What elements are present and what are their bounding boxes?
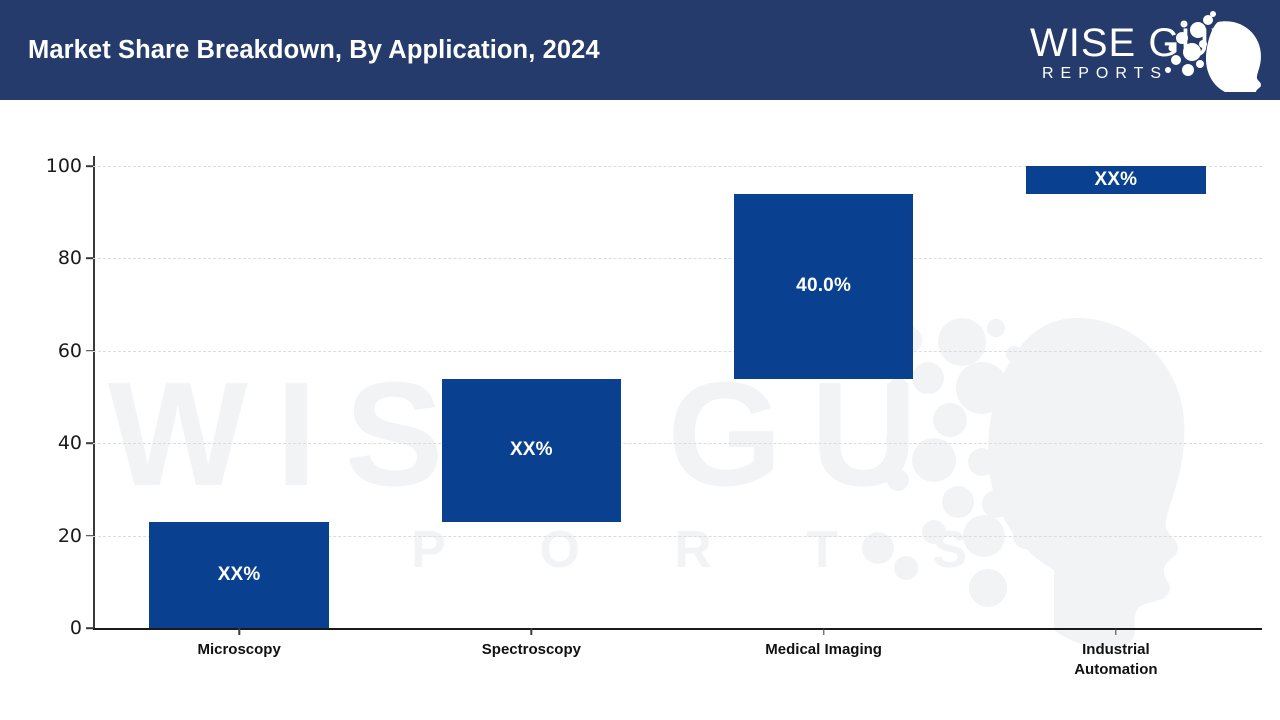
gridline	[93, 350, 1262, 352]
gridline	[93, 535, 1262, 537]
chart-canvas: WISE GU R E P O R T S	[0, 100, 1280, 720]
y-axis-tick-mark	[86, 627, 93, 629]
y-axis-tick-mark	[86, 442, 93, 444]
bar-value-label: XX%	[509, 439, 553, 461]
y-axis-tick-mark	[86, 534, 93, 537]
bar-2[interactable]: XX%	[441, 378, 622, 522]
x-axis-tick-mark	[530, 628, 533, 635]
gridline	[93, 166, 1262, 167]
bar-3[interactable]: 40.0%	[733, 193, 914, 379]
y-axis-tick-label: 40	[57, 432, 82, 455]
y-axis-tick-label: 100	[45, 155, 82, 177]
x-axis-category-label: Medical Imaging	[765, 641, 882, 658]
bar-value-label: 40.0%	[796, 275, 852, 297]
x-axis-category-label: Microscopy	[197, 641, 281, 658]
bar-value-label: XX%	[217, 563, 261, 585]
bar-1[interactable]: XX%	[149, 521, 329, 628]
bar-4[interactable]: XX%	[1026, 166, 1206, 194]
y-axis-line	[93, 156, 95, 628]
gridline	[93, 443, 1262, 445]
y-axis-tick-label: 20	[57, 524, 82, 547]
x-axis-category-label: Spectroscopy	[481, 641, 581, 658]
bar-value-label: XX%	[1094, 168, 1138, 190]
y-axis-tick-label: 80	[57, 247, 82, 270]
x-axis-line	[93, 628, 1262, 630]
svg-text:REPORTS: REPORTS	[1042, 65, 1168, 82]
gridline	[93, 258, 1262, 260]
x-axis-category-label: Industrial Automation	[1074, 641, 1158, 678]
page-header: Market Share Breakdown, By Application, …	[0, 0, 1280, 100]
y-axis-tick-mark	[86, 350, 93, 352]
x-axis-tick-mark	[1115, 628, 1117, 635]
x-axis-tick-mark	[822, 628, 825, 635]
y-axis-tick-label: 0	[69, 617, 82, 639]
y-axis-tick-mark	[86, 257, 93, 260]
y-axis-tick-mark	[86, 165, 93, 167]
wise-guy-reports-logo: WISE GUY REPORTS	[1022, 8, 1272, 92]
y-axis-tick-label: 60	[57, 339, 82, 362]
plot-area: 0 20 40 60 80 100 XX% Microscopy XX% Spectroscopy…	[46, 155, 1262, 678]
page-title: Market Share Breakdown, By Application, …	[28, 36, 600, 64]
x-axis-tick-mark	[238, 628, 240, 635]
head-profile-icon	[1165, 11, 1261, 92]
